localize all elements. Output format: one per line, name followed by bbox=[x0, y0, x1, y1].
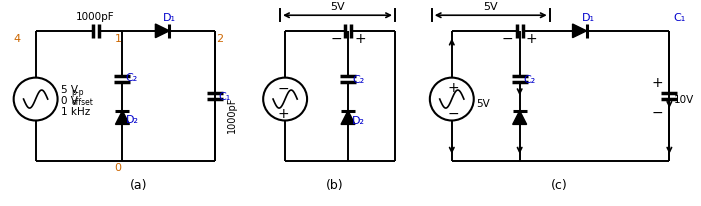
Text: −: − bbox=[502, 32, 514, 46]
Text: 0 V: 0 V bbox=[60, 96, 77, 105]
Text: D₁: D₁ bbox=[582, 13, 594, 23]
Text: +: + bbox=[651, 76, 663, 90]
Text: 5V: 5V bbox=[330, 2, 345, 12]
Text: 5 V: 5 V bbox=[60, 85, 78, 95]
Text: 4: 4 bbox=[13, 34, 21, 43]
Text: (a): (a) bbox=[130, 178, 148, 191]
Polygon shape bbox=[156, 25, 170, 39]
Text: 5V: 5V bbox=[476, 98, 489, 108]
Text: 1000pF: 1000pF bbox=[227, 96, 237, 132]
Text: (b): (b) bbox=[326, 178, 344, 191]
Polygon shape bbox=[573, 25, 587, 39]
Text: D₁: D₁ bbox=[163, 13, 177, 23]
Text: 1: 1 bbox=[114, 34, 121, 43]
Text: 5V: 5V bbox=[484, 2, 498, 12]
Text: p-p: p-p bbox=[72, 87, 84, 96]
Text: 2: 2 bbox=[217, 34, 224, 43]
Text: offset: offset bbox=[72, 98, 93, 107]
Text: C₁: C₁ bbox=[218, 92, 231, 102]
Text: 1 kHz: 1 kHz bbox=[60, 106, 90, 116]
Polygon shape bbox=[512, 111, 526, 125]
Text: −: − bbox=[651, 105, 663, 119]
Text: D₂: D₂ bbox=[125, 114, 138, 124]
Text: 1000pF: 1000pF bbox=[76, 12, 115, 22]
Text: 0: 0 bbox=[114, 163, 121, 173]
Text: −: − bbox=[330, 32, 342, 46]
Text: +: + bbox=[526, 32, 538, 46]
Polygon shape bbox=[116, 111, 130, 125]
Text: C₁: C₁ bbox=[674, 13, 686, 23]
Text: C₂: C₂ bbox=[524, 74, 536, 84]
Text: C₂: C₂ bbox=[352, 74, 365, 84]
Text: D₂: D₂ bbox=[352, 115, 365, 125]
Text: C₂: C₂ bbox=[125, 72, 137, 82]
Text: (c): (c) bbox=[551, 178, 568, 191]
Text: −: − bbox=[448, 106, 460, 120]
Text: +: + bbox=[354, 32, 366, 46]
Text: +: + bbox=[278, 106, 289, 120]
Text: +: + bbox=[448, 81, 460, 95]
Polygon shape bbox=[341, 111, 355, 125]
Text: −: − bbox=[278, 81, 289, 95]
Text: 10V: 10V bbox=[674, 95, 693, 105]
